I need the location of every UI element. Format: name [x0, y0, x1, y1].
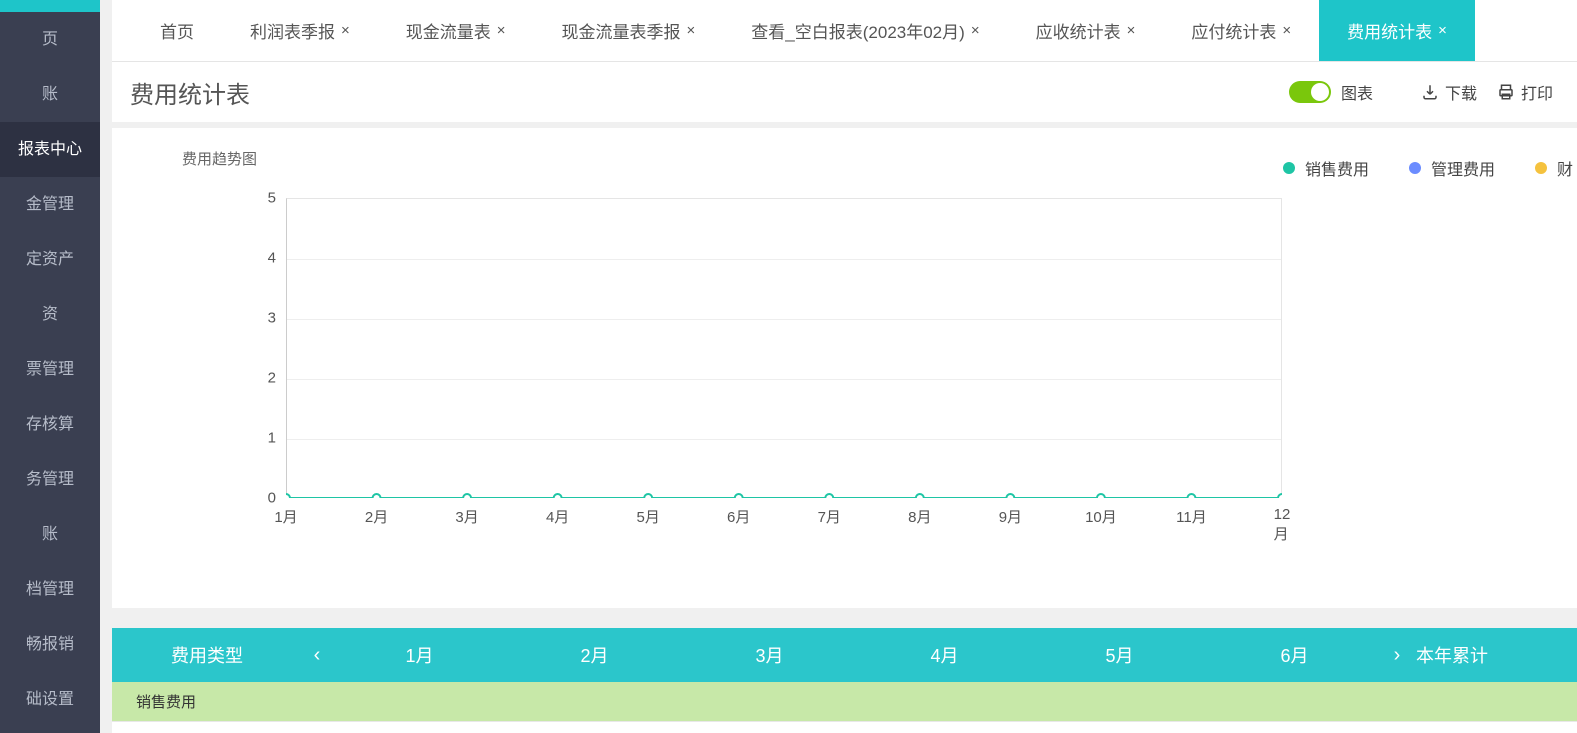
th-type: 费用类型	[112, 642, 302, 668]
table-header: 费用类型 ‹ 1月2月3月4月5月6月 › 本年累计	[112, 628, 1577, 682]
x-tick: 10月	[1085, 506, 1117, 527]
close-icon[interactable]: ×	[1438, 22, 1447, 39]
download-button[interactable]: 下载	[1421, 80, 1477, 104]
tab-7[interactable]: 费用统计表 ×	[1319, 0, 1475, 61]
legend-label: 财	[1557, 156, 1573, 180]
chart-legend: 销售费用 管理费用 财	[1283, 156, 1573, 180]
page-title: 费用统计表	[130, 75, 250, 110]
sidebar-item-10[interactable]: 档管理	[0, 562, 100, 617]
tab-label: 现金流量表	[406, 18, 491, 43]
table-row[interactable]: 销售费用	[112, 682, 1577, 722]
page-header: 费用统计表 图表 下载 打印	[112, 62, 1577, 122]
y-tick: 2	[268, 370, 276, 387]
th-month[interactable]: 5月	[1032, 642, 1207, 668]
sidebar-item-5[interactable]: 资	[0, 287, 100, 342]
x-tick: 11月	[1176, 506, 1207, 527]
tab-label: 应付统计表	[1191, 18, 1276, 43]
close-icon[interactable]: ×	[1282, 22, 1291, 39]
tab-5[interactable]: 应收统计表 ×	[1008, 0, 1164, 61]
y-tick: 3	[268, 310, 276, 327]
sidebar-item-12[interactable]: 础设置	[0, 672, 100, 727]
x-tick: 9月	[999, 506, 1022, 527]
th-month[interactable]: 1月	[332, 642, 507, 668]
th-month[interactable]: 2月	[507, 642, 682, 668]
legend-item[interactable]: 销售费用	[1283, 156, 1369, 180]
x-tick: 5月	[637, 506, 660, 527]
tab-label: 利润表季报	[250, 18, 335, 43]
th-month[interactable]: 6月	[1207, 642, 1382, 668]
sidebar-item-7[interactable]: 存核算	[0, 397, 100, 452]
chart-plot-area: 012345 1月2月3月4月5月6月7月8月9月10月11月12月	[262, 198, 1282, 538]
sidebar-item-6[interactable]: 票管理	[0, 342, 100, 397]
tab-3[interactable]: 现金流量表季报 ×	[534, 0, 724, 61]
chart-toggle[interactable]	[1289, 81, 1331, 103]
close-icon[interactable]: ×	[341, 22, 350, 39]
chart-toggle-label: 图表	[1341, 80, 1373, 104]
close-icon[interactable]: ×	[497, 22, 506, 39]
download-label: 下载	[1445, 80, 1477, 104]
th-month[interactable]: 3月	[682, 642, 857, 668]
y-tick: 5	[268, 190, 276, 207]
table-next-arrow[interactable]: ›	[1382, 644, 1412, 667]
download-icon	[1421, 83, 1439, 101]
tab-label: 现金流量表季报	[562, 18, 681, 43]
print-label: 打印	[1521, 80, 1553, 104]
sidebar: 页账报表中心金管理定资产资票管理存核算务管理账档管理畅报销础设置	[0, 12, 100, 733]
y-tick: 1	[268, 430, 276, 447]
sidebar-item-1[interactable]: 账	[0, 67, 100, 122]
legend-label: 销售费用	[1305, 156, 1369, 180]
close-icon[interactable]: ×	[687, 22, 696, 39]
th-month[interactable]: 4月	[857, 642, 1032, 668]
legend-item[interactable]: 管理费用	[1409, 156, 1495, 180]
x-tick: 1月	[274, 506, 297, 527]
x-tick: 8月	[908, 506, 931, 527]
sidebar-item-11[interactable]: 畅报销	[0, 617, 100, 672]
tab-label: 应收统计表	[1036, 18, 1121, 43]
main: 首页 利润表季报 × 现金流量表 × 现金流量表季报 × 查看_空白报表(2023年02月) ×…	[112, 0, 1577, 733]
x-tick: 4月	[546, 506, 569, 527]
chart-card: 费用趋势图 销售费用管理费用财 012345 1月2月3月4月5月6月7月8月9…	[112, 128, 1577, 608]
tab-0[interactable]: 首页	[132, 0, 222, 61]
tab-label: 查看_空白报表(2023年02月)	[751, 18, 965, 43]
legend-dot	[1535, 162, 1547, 174]
tab-2[interactable]: 现金流量表 ×	[378, 0, 534, 61]
x-tick: 3月	[455, 506, 478, 527]
y-tick: 0	[268, 490, 276, 507]
expense-table: 费用类型 ‹ 1月2月3月4月5月6月 › 本年累计 销售费用	[112, 628, 1577, 722]
x-axis: 1月2月3月4月5月6月7月8月9月10月11月12月	[286, 506, 1282, 530]
top-teal-strip	[0, 0, 100, 12]
content-area: 费用趋势图 销售费用管理费用财 012345 1月2月3月4月5月6月7月8月9…	[112, 122, 1577, 722]
sidebar-item-8[interactable]: 务管理	[0, 452, 100, 507]
close-icon[interactable]: ×	[1127, 22, 1136, 39]
x-tick: 6月	[727, 506, 750, 527]
tab-label: 首页	[160, 18, 194, 43]
legend-dot	[1283, 162, 1295, 174]
legend-label: 管理费用	[1431, 156, 1495, 180]
x-tick: 7月	[818, 506, 841, 527]
legend-dot	[1409, 162, 1421, 174]
tab-label: 费用统计表	[1347, 18, 1432, 43]
sidebar-item-9[interactable]: 账	[0, 507, 100, 562]
tab-4[interactable]: 查看_空白报表(2023年02月) ×	[723, 0, 1007, 61]
print-icon	[1497, 83, 1515, 101]
table-prev-arrow[interactable]: ‹	[302, 644, 332, 667]
close-icon[interactable]: ×	[971, 22, 980, 39]
legend-item[interactable]: 财	[1535, 156, 1573, 180]
sidebar-item-4[interactable]: 定资产	[0, 232, 100, 287]
sidebar-item-3[interactable]: 金管理	[0, 177, 100, 232]
td-type: 销售费用	[112, 691, 302, 712]
sidebar-item-2[interactable]: 报表中心	[0, 122, 100, 177]
x-tick: 12月	[1274, 506, 1291, 544]
plot	[286, 198, 1282, 498]
x-tick: 2月	[365, 506, 388, 527]
sidebar-item-0[interactable]: 页	[0, 12, 100, 67]
th-total: 本年累计	[1412, 642, 1522, 668]
tab-6[interactable]: 应付统计表 ×	[1163, 0, 1319, 61]
tab-1[interactable]: 利润表季报 ×	[222, 0, 378, 61]
print-button[interactable]: 打印	[1497, 80, 1553, 104]
y-tick: 4	[268, 250, 276, 267]
tab-bar: 首页 利润表季报 × 现金流量表 × 现金流量表季报 × 查看_空白报表(2023年02月) ×…	[112, 0, 1577, 62]
y-axis: 012345	[262, 198, 282, 498]
